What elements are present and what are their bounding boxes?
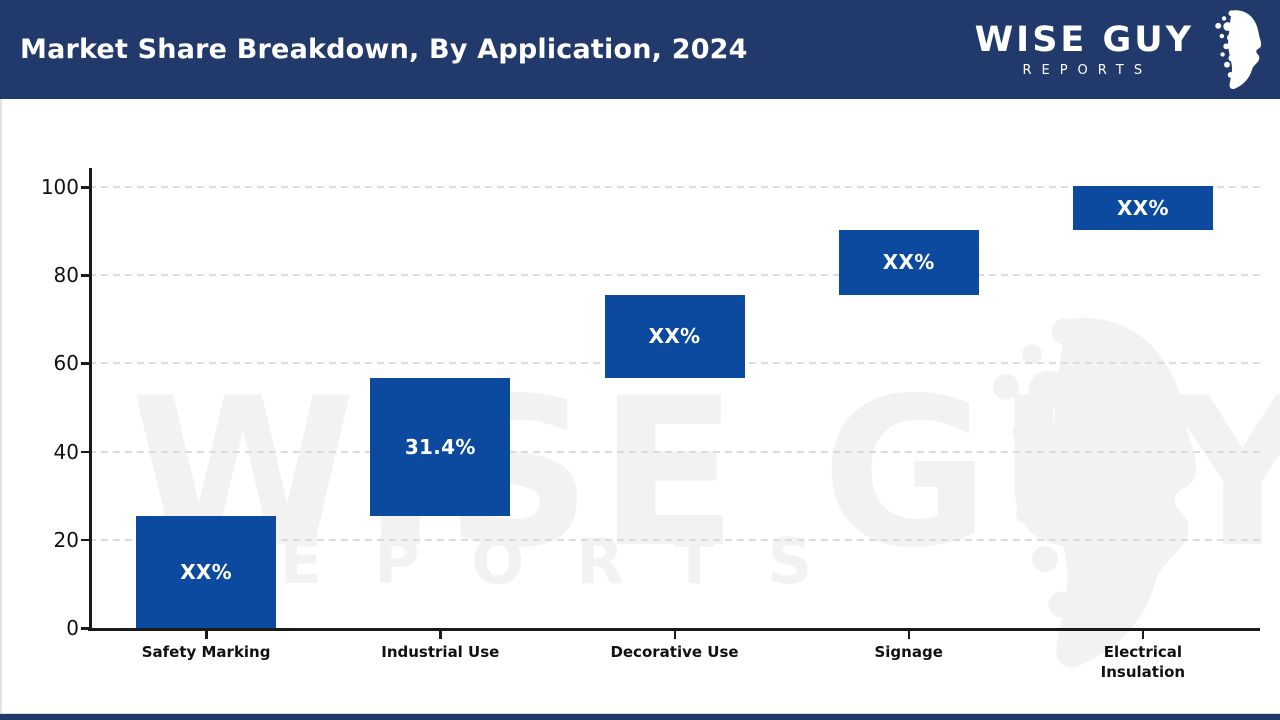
wise-guy-face-icon	[1215, 10, 1262, 90]
x-tick-1	[439, 631, 442, 639]
x-category-label: Signage	[874, 643, 943, 661]
x-axis-line	[88, 628, 1260, 631]
bar-decorative-use: XX%	[604, 294, 745, 378]
y-tick-20	[81, 538, 89, 542]
gridline-20	[89, 538, 1260, 541]
bar-signage: XX%	[838, 229, 979, 295]
watermark-subtext: REPORTS	[180, 525, 865, 598]
header-bar: Market Share Breakdown, By Application, …	[0, 0, 1280, 99]
chart-canvas: WISE GUY REPORTS 0 20 40 60 80 100 XX% Safety M…	[0, 99, 1280, 714]
y-tick-label-20: 20	[53, 527, 79, 552]
y-tick-label-40: 40	[53, 439, 79, 464]
x-tick-3	[907, 631, 911, 639]
brand-logo: WISE GUY REPORTS	[975, 6, 1266, 94]
bar-value-label: XX%	[1117, 195, 1169, 220]
bar-safety-marking: XX%	[136, 516, 277, 628]
watermark-face-icon	[993, 317, 1197, 668]
y-tick-label-60: 60	[53, 351, 79, 376]
x-category-label: Safety Marking	[141, 643, 271, 661]
gridline-40	[89, 450, 1260, 453]
bar-value-label: XX%	[180, 560, 232, 585]
x-tick-0	[205, 631, 208, 639]
page-title: Market Share Breakdown, By Application, …	[20, 34, 748, 65]
brand-logo-text: WISE GUY REPORTS	[974, 20, 1194, 78]
footer-bar	[0, 714, 1280, 720]
y-tick-label-0: 0	[66, 616, 79, 640]
y-tick-0	[81, 627, 89, 630]
bar-value-label: 31.4%	[404, 435, 476, 460]
bar-value-label: XX%	[882, 250, 935, 275]
gridline-100	[89, 186, 1260, 188]
y-tick-60	[81, 362, 89, 365]
gridline-80	[89, 274, 1260, 277]
y-axis-line	[89, 168, 92, 628]
y-tick-label-80: 80	[53, 263, 79, 288]
y-tick-label-100: 100	[40, 175, 79, 199]
x-category-label: Decorative Use	[610, 643, 739, 661]
y-tick-80	[81, 274, 89, 277]
x-tick-2	[673, 631, 676, 639]
bar-industrial-use: 31.4%	[370, 377, 511, 517]
x-category-label: Industrial Use	[381, 643, 500, 661]
x-tick-4	[1141, 631, 1145, 639]
brand-name: WISE GUY	[974, 20, 1194, 60]
x-category-label: Electrical Insulation	[1100, 643, 1186, 682]
bar-value-label: XX%	[648, 324, 701, 349]
bar-electrical-insulation: XX%	[1072, 186, 1213, 230]
y-tick-40	[81, 450, 89, 454]
brand-subname: REPORTS	[1022, 63, 1153, 78]
y-tick-100	[81, 186, 89, 189]
